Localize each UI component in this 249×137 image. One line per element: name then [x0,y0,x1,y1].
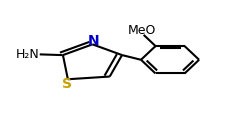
Text: S: S [62,77,72,91]
Text: N: N [88,34,100,48]
Text: H₂N: H₂N [15,48,39,61]
Text: MeO: MeO [128,24,156,37]
